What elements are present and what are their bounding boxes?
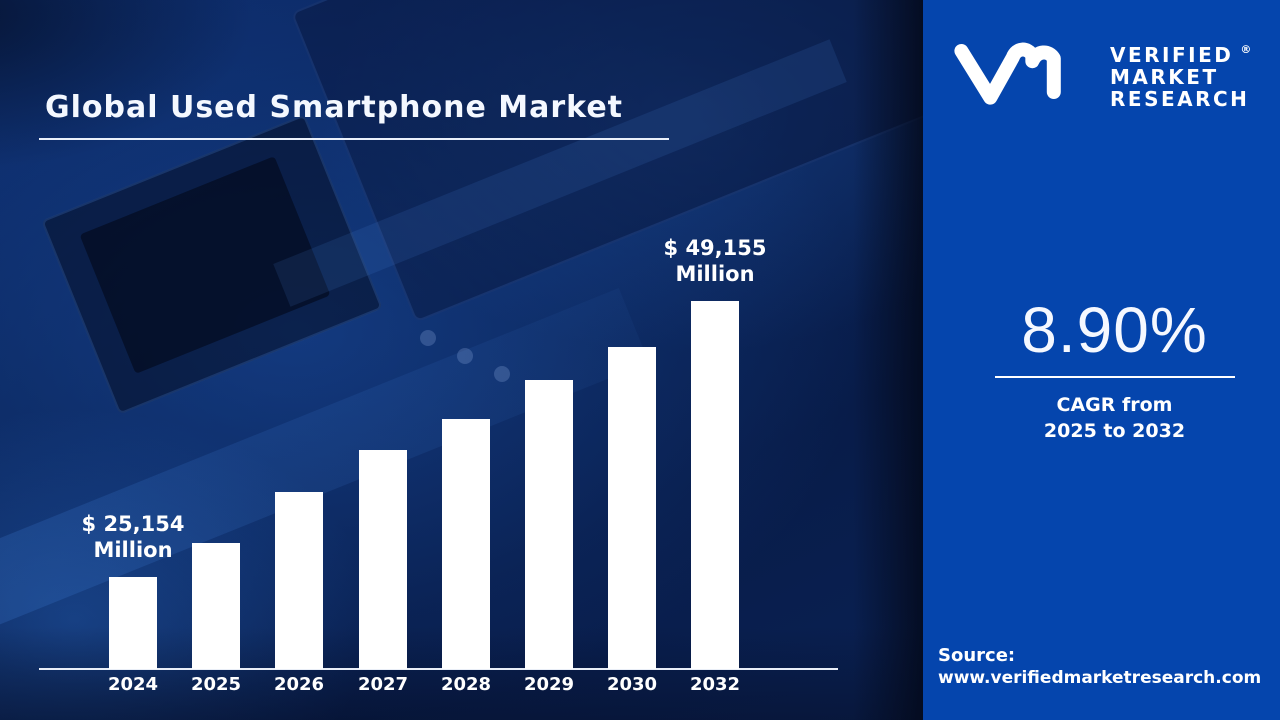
title-underline	[39, 138, 669, 140]
logo-line-market: MARKET	[1110, 65, 1219, 89]
x-axis-label-2027: 2027	[357, 674, 409, 695]
x-axis-label-2024: 2024	[107, 674, 159, 695]
bar-2028	[442, 419, 490, 669]
bar-2030	[608, 347, 656, 669]
bar-2027	[359, 450, 407, 669]
vmr-logo: VERIFIED ® MARKET RESEARCH	[953, 36, 1251, 110]
page-title: Global Used Smartphone Market	[45, 90, 624, 125]
registered-trademark-icon: ®	[1240, 43, 1252, 56]
bar-chart: 2024 2025 2026 2027 2028 2029 2030 2032 $ 25,154…	[39, 236, 838, 695]
bar-value-annotation-2032: $ 49,155 Million	[663, 236, 767, 286]
x-axis-label-2029: 2029	[523, 674, 575, 695]
x-axis-label-2026: 2026	[273, 674, 325, 695]
cagr-caption-line2: 2025 to 2032	[1043, 420, 1186, 442]
logo-line-research: RESEARCH	[1110, 87, 1250, 111]
vmr-logo-text: VERIFIED ® MARKET RESEARCH	[1110, 39, 1251, 110]
x-axis-label-2028: 2028	[440, 674, 492, 695]
bar-2025	[192, 543, 240, 669]
source-label: Source:	[938, 645, 1016, 666]
cagr-value: 8.90%	[1021, 294, 1208, 366]
brand-panel: VERIFIED ® MARKET RESEARCH 8.90% CAGR fro…	[923, 0, 1280, 720]
bar-2024	[109, 577, 157, 669]
bg-pin-dot	[494, 366, 510, 382]
x-axis-label-2032: 2032	[689, 674, 741, 695]
cagr-divider	[994, 376, 1235, 378]
bar-2026	[275, 492, 323, 669]
cagr-caption-line1: CAGR from	[1056, 394, 1173, 416]
bar-2032	[691, 301, 739, 669]
cagr-caption: CAGR from 2025 to 2032	[949, 392, 1280, 444]
chart-panel: Global Used Smartphone Market 2024 2025 20…	[0, 0, 923, 720]
vmr-logo-mark-icon	[954, 42, 1061, 105]
x-axis-line	[39, 668, 838, 670]
x-axis-label-2025: 2025	[190, 674, 242, 695]
logo-line-verified: VERIFIED	[1110, 43, 1234, 67]
source-block: Source: www.verifiedmarketresearch.com	[938, 644, 1261, 689]
bg-edge-shadow	[853, 0, 923, 720]
bg-pin-dot	[420, 330, 436, 346]
bar-value-annotation-2024: $ 25,154 Million	[81, 512, 185, 562]
cagr-block: 8.90% CAGR from 2025 to 2032	[923, 298, 1280, 444]
x-axis-label-2030: 2030	[606, 674, 658, 695]
bar-2029	[525, 380, 573, 669]
bg-pin-dot	[457, 348, 473, 364]
source-url: www.verifiedmarketresearch.com	[938, 668, 1262, 688]
